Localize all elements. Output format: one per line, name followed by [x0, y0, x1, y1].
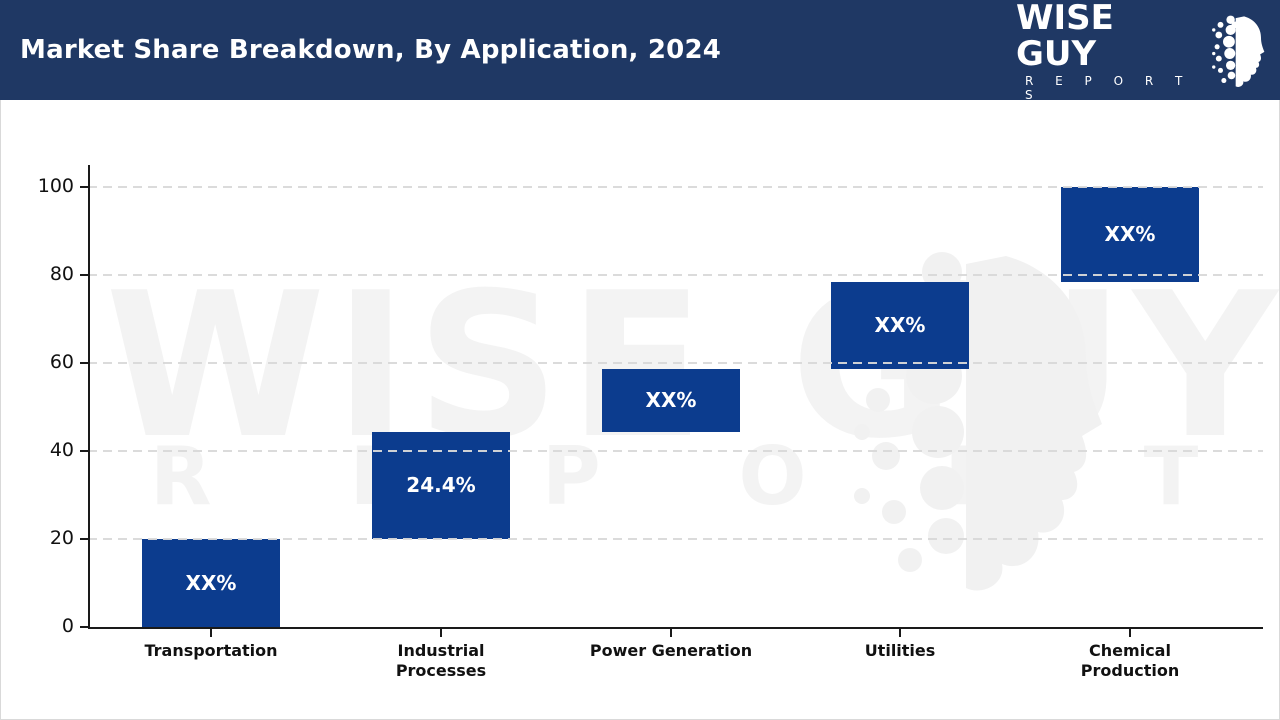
watermark-subtitle: R E P O R T S — [150, 430, 1280, 523]
x-tick-mark — [670, 629, 672, 637]
bar-value-label: XX% — [185, 571, 237, 595]
logo-subtitle: R E P O R T S — [1025, 74, 1192, 102]
header-band: Market Share Breakdown, By Application, … — [0, 0, 1280, 102]
logo-text: WISE GUY R E P O R T S — [1016, 0, 1205, 102]
x-axis-line — [88, 627, 1263, 629]
y-tick-mark — [80, 186, 88, 188]
logo-face-icon — [1212, 15, 1265, 87]
y-tick-label: 100 — [37, 175, 74, 197]
x-category-label: Power Generation — [589, 641, 753, 660]
y-tick-label: 80 — [49, 263, 74, 285]
waterfall-bar-segment: XX% — [1061, 187, 1199, 282]
waterfall-bar-segment: 24.4% — [372, 431, 510, 539]
y-gridline — [88, 274, 1263, 276]
bar-value-label: XX% — [1104, 222, 1156, 247]
bar-value-label: 24.4% — [406, 473, 476, 498]
bar-value-label: XX% — [645, 388, 697, 413]
y-tick-mark — [80, 450, 88, 452]
y-gridline — [88, 538, 1263, 540]
x-category-label: Utilities — [864, 641, 936, 660]
x-category-label: Transportation — [144, 641, 278, 660]
wise-guy-logo: WISE GUY R E P O R T S — [1016, 0, 1266, 102]
chart-plot-area: WISE GUY R E P O R T S XX%24.4%XX%XX%XX%… — [0, 100, 1280, 720]
x-tick-mark — [440, 629, 442, 637]
y-gridline — [88, 362, 1263, 364]
y-tick-mark — [80, 362, 88, 364]
waterfall-bar-segment: XX% — [602, 369, 740, 432]
y-gridline — [88, 186, 1263, 188]
y-gridline — [88, 450, 1263, 452]
y-tick-label: 60 — [49, 351, 74, 373]
chart-title: Market Share Breakdown, By Application, … — [20, 35, 722, 65]
x-tick-mark — [899, 629, 901, 637]
x-tick-mark — [210, 629, 212, 637]
bar-value-label: XX% — [874, 313, 926, 338]
y-axis-line — [88, 165, 90, 629]
y-tick-mark — [80, 538, 88, 540]
logo-wordmark: WISE GUY — [1016, 0, 1114, 74]
waterfall-bar-segment: XX% — [142, 539, 280, 627]
waterfall-bar-segment: XX% — [831, 281, 969, 370]
x-category-label: Industrial Processes — [395, 641, 487, 680]
y-tick-label: 0 — [61, 615, 74, 637]
x-category-label: Chemical Production — [1080, 641, 1180, 680]
y-tick-mark — [80, 626, 88, 628]
x-tick-mark — [1129, 629, 1131, 637]
y-tick-label: 40 — [49, 439, 74, 461]
y-tick-mark — [80, 274, 88, 276]
y-tick-label: 20 — [49, 527, 74, 549]
